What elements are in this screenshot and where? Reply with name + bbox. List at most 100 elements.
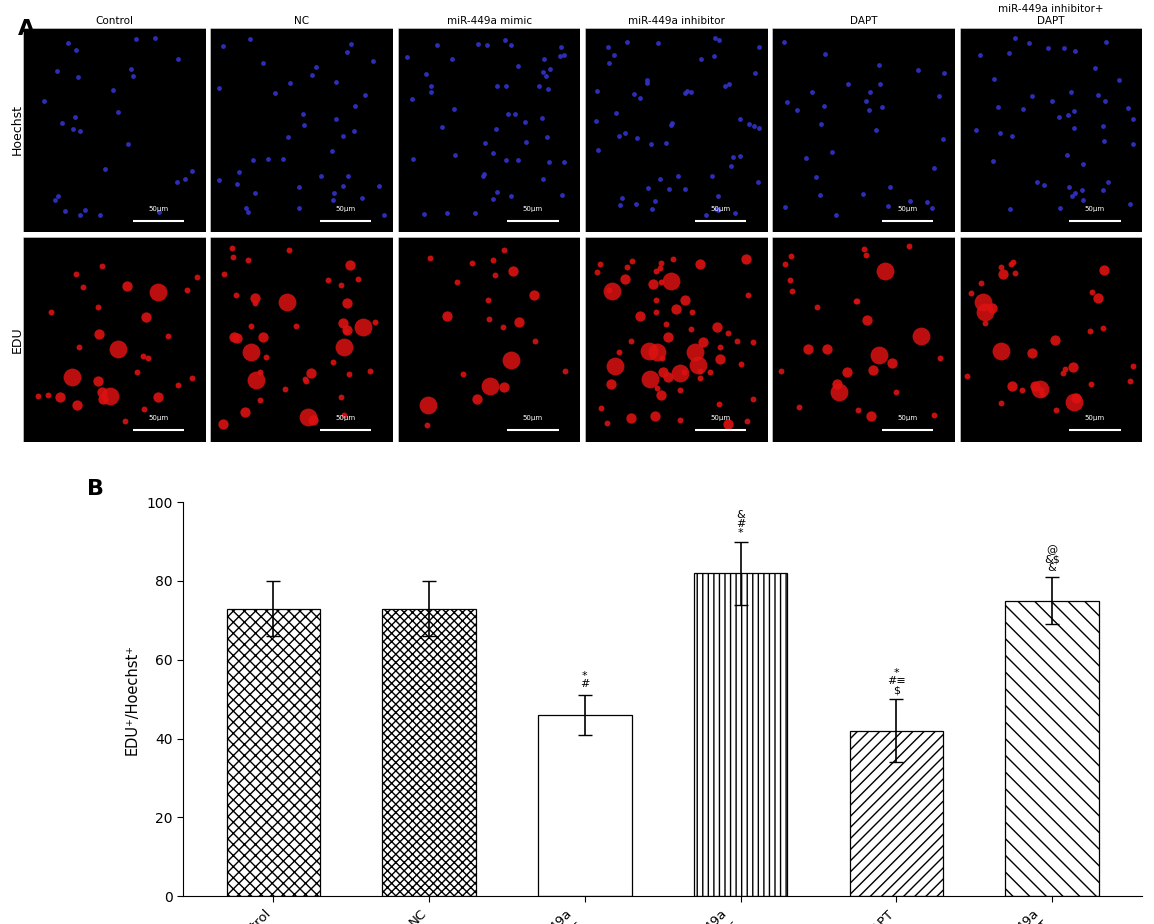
Point [869,57,887,72]
Point [691,257,710,272]
Point [631,309,650,323]
Point [48,188,67,203]
Point [1026,379,1044,394]
Point [605,47,623,62]
Point [533,65,552,79]
Point [1073,156,1092,171]
Y-axis label: Hoechst: Hoechst [12,104,24,155]
Point [497,79,516,93]
Point [935,66,953,80]
Text: 50μm: 50μm [1085,415,1106,421]
Point [312,169,330,184]
Point [246,185,264,200]
Point [90,327,108,342]
Point [239,204,257,219]
Point [972,48,990,63]
Point [830,384,848,399]
Point [465,206,484,221]
Point [722,158,741,173]
Point [881,179,899,194]
Point [353,191,372,206]
Point [524,287,542,302]
Point [1058,148,1077,163]
Point [345,99,364,114]
Point [924,408,943,423]
Point [811,188,830,202]
Point [495,380,514,395]
Point [188,270,207,285]
Point [1056,362,1074,377]
Point [609,345,628,359]
Point [720,77,739,91]
Point [555,47,574,62]
Point [662,118,681,133]
Point [331,278,350,293]
Point [178,283,196,298]
Point [974,295,992,310]
Point [516,115,534,129]
Point [69,69,88,84]
Point [534,52,553,67]
Point [613,190,631,205]
Point [1066,391,1085,406]
Point [484,253,502,268]
Point [737,251,756,266]
Point [336,323,354,338]
Point [502,188,520,203]
Point [93,259,112,274]
Point [1020,36,1039,51]
Point [495,32,514,47]
Point [102,389,120,404]
Point [628,130,646,145]
Point [369,178,388,193]
Point [118,278,136,293]
Point [277,295,295,310]
Point [829,377,847,392]
Point [930,89,949,103]
Point [883,356,901,371]
Point [254,55,272,70]
Point [1031,382,1049,396]
Y-axis label: EDU: EDU [12,326,24,353]
Point [487,122,505,137]
Point [404,152,422,166]
Point [335,316,353,331]
Point [324,354,343,369]
Point [1040,41,1058,55]
Point [1033,386,1051,401]
Point [1080,323,1099,338]
Point [839,77,857,91]
Point [775,35,794,50]
Point [70,124,89,139]
Point [364,54,382,68]
Point [265,85,284,100]
Point [327,75,345,90]
Point [246,290,264,305]
Point [823,144,841,159]
Point [651,261,669,275]
Point [782,284,801,298]
Text: 50μm: 50μm [523,206,544,212]
Point [709,188,727,203]
Title: Control: Control [96,16,134,26]
Point [224,249,242,264]
Point [677,84,696,99]
Point [509,314,527,329]
Point [732,149,750,164]
Text: 50μm: 50μm [148,415,168,421]
Point [307,59,325,74]
Point [345,123,364,138]
Point [530,79,548,93]
Text: *
#≡
$: * #≡ $ [887,668,906,695]
Point [808,299,826,314]
Text: @
&$
&: @ &$ & [1044,545,1061,573]
Point [900,238,919,253]
Point [419,397,437,412]
Point [35,93,53,108]
Point [878,199,897,213]
Point [280,76,299,91]
Point [1032,383,1050,397]
Point [745,66,764,80]
Point [334,179,352,194]
Point [1005,30,1024,45]
